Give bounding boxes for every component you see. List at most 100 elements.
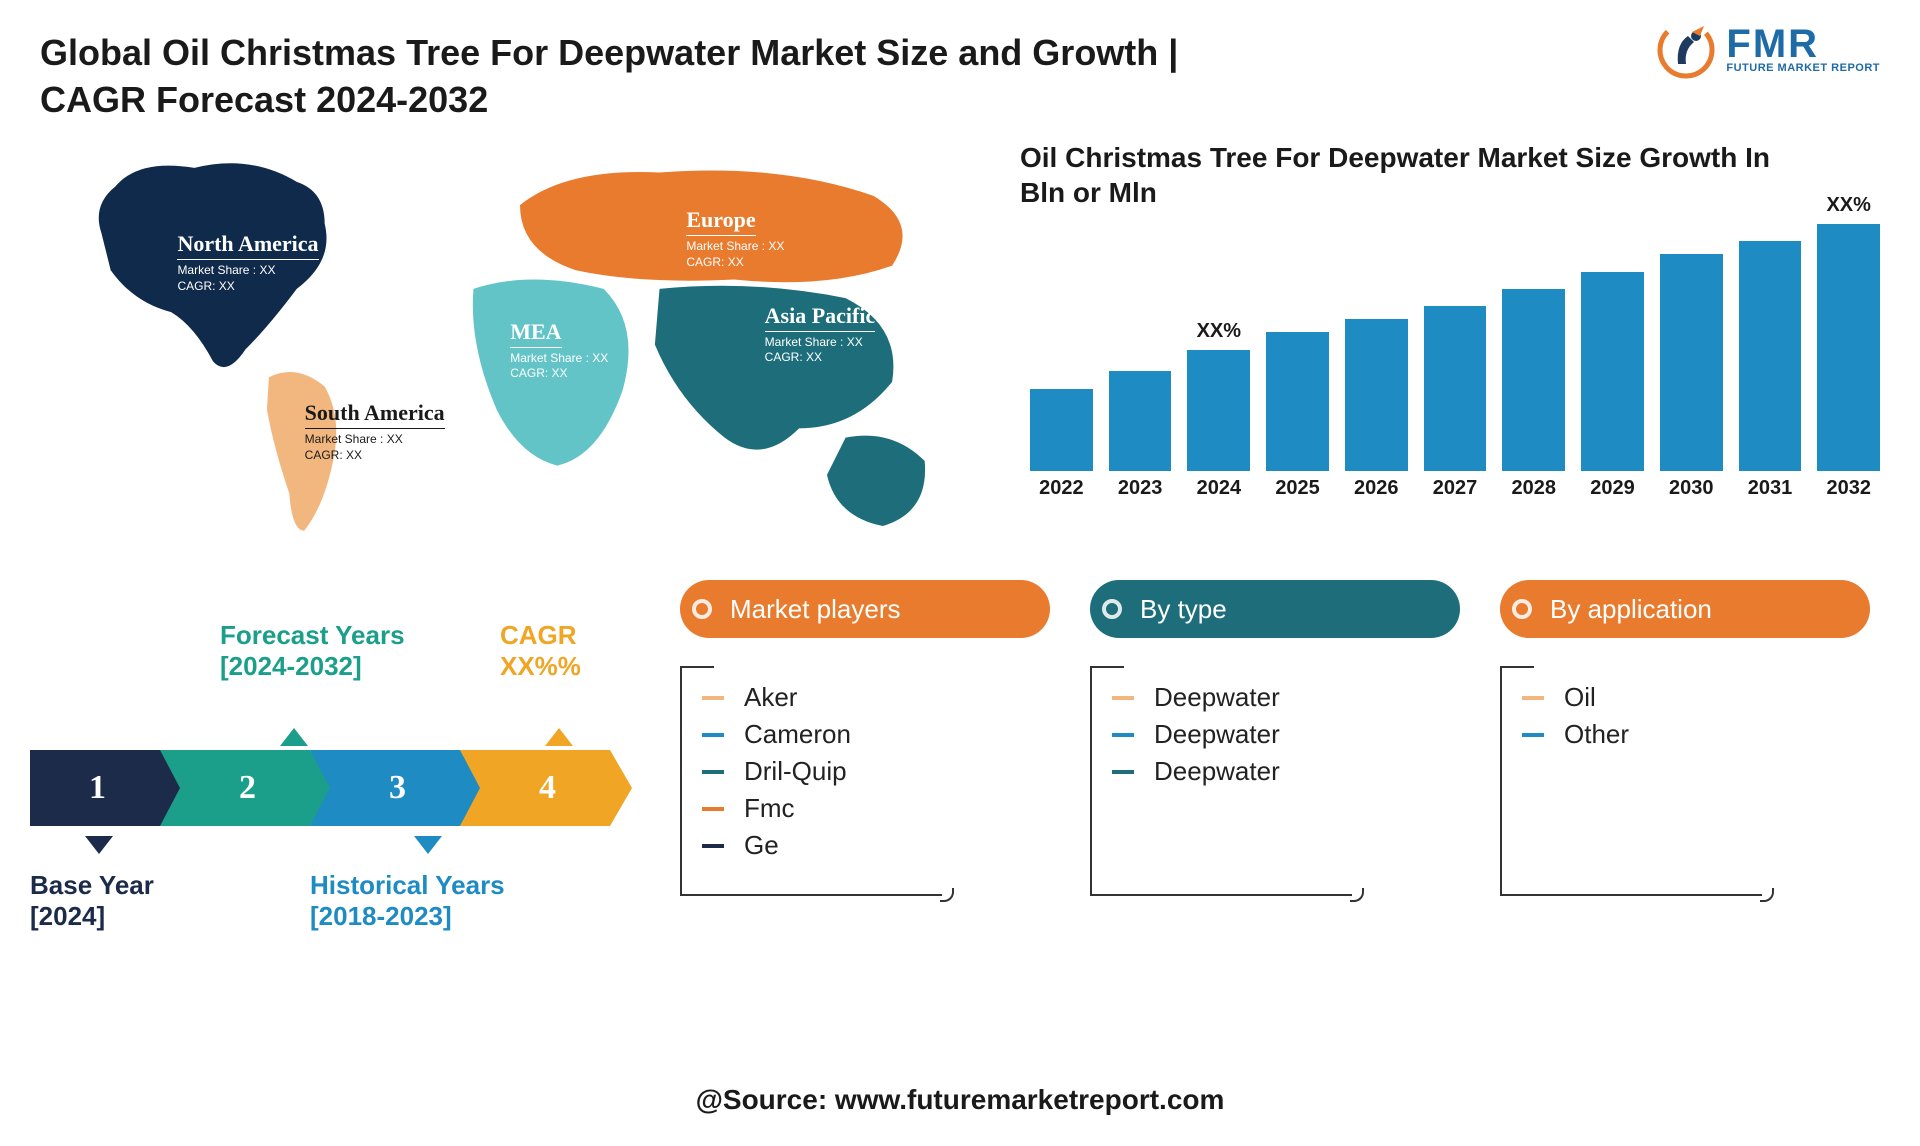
pill-dot-icon [692, 599, 712, 619]
category-2: By application Oil Other [1500, 580, 1870, 896]
bar-rect [1817, 224, 1880, 471]
bar-rect [1581, 272, 1644, 471]
logo-text-main: FMR [1726, 26, 1880, 62]
category-item: Oil [1522, 682, 1870, 713]
tick-icon [1112, 733, 1134, 737]
bar-2032: 2032XX% [1817, 224, 1880, 500]
bar-annotation: XX% [1826, 194, 1870, 217]
region-label-south_america: South AmericaMarket Share : XXCAGR: XX [305, 400, 445, 463]
timeline-triangle-base [85, 836, 113, 854]
tick-icon [702, 770, 724, 774]
bar-year-label: 2028 [1512, 477, 1557, 500]
tick-icon [1112, 770, 1134, 774]
category-list: Oil Other [1500, 666, 1870, 896]
market-size-barchart: Oil Christmas Tree For Deepwater Market … [1020, 140, 1880, 540]
timeline-triangle-forecast [280, 728, 308, 746]
bar-year-label: 2029 [1590, 477, 1635, 500]
category-item-label: Deepwater [1154, 756, 1280, 787]
category-item-label: Deepwater [1154, 719, 1280, 750]
category-title: Market players [730, 594, 901, 625]
bar-year-label: 2032 [1826, 477, 1871, 500]
category-item-label: Fmc [744, 793, 795, 824]
category-item-label: Ge [744, 830, 779, 861]
bar-rect [1109, 371, 1172, 471]
timeline-label-cagr: CAGRXX%% [500, 620, 581, 682]
region-label-europe: EuropeMarket Share : XXCAGR: XX [686, 207, 784, 270]
timeline-label-forecast: Forecast Years[2024-2032] [220, 620, 405, 682]
bar-rect [1424, 306, 1487, 471]
category-item: Ge [702, 830, 1050, 861]
bar-year-label: 2025 [1275, 477, 1320, 500]
bar-year-label: 2024 [1197, 477, 1242, 500]
bar-2022: 2022 [1030, 389, 1093, 500]
category-item: Aker [702, 682, 1050, 713]
bar-2030: 2030 [1660, 254, 1723, 500]
pill-dot-icon [1102, 599, 1122, 619]
category-item: Dril-Quip [702, 756, 1050, 787]
region-label-mea: MEAMarket Share : XXCAGR: XX [510, 319, 608, 382]
bar-2031: 2031 [1739, 241, 1802, 500]
bar-rect [1030, 389, 1093, 471]
category-title: By type [1140, 594, 1227, 625]
timeline-triangle-historical [414, 836, 442, 854]
category-item-label: Cameron [744, 719, 851, 750]
bar-rect [1739, 241, 1802, 471]
category-0: Market players Aker Cameron Dril-Quip Fmc Ge [680, 580, 1050, 896]
bar-year-label: 2031 [1748, 477, 1793, 500]
category-item-label: Deepwater [1154, 682, 1280, 713]
category-pill: By application [1500, 580, 1870, 638]
category-item: Deepwater [1112, 719, 1460, 750]
page-title: Global Oil Christmas Tree For Deepwater … [40, 30, 1240, 124]
category-item: Deepwater [1112, 682, 1460, 713]
category-list: Deepwater Deepwater Deepwater [1090, 666, 1460, 896]
list-hook-icon [940, 888, 954, 902]
bar-rect [1502, 289, 1565, 471]
bar-2024: 2024XX% [1187, 350, 1250, 500]
category-columns: Market players Aker Cameron Dril-Quip Fmc Ge B… [680, 580, 1870, 896]
bar-year-label: 2027 [1433, 477, 1478, 500]
timeline-label-base: Base Year[2024] [30, 870, 154, 932]
tick-icon [1112, 696, 1134, 700]
logo-text-sub: FUTURE MARKET REPORT [1726, 62, 1880, 74]
bar-rect [1345, 319, 1408, 471]
timeline-step-4: 4 [480, 750, 630, 826]
bar-2028: 2028 [1502, 289, 1565, 500]
barchart-title: Oil Christmas Tree For Deepwater Market … [1020, 140, 1880, 210]
fmr-logo: FMR FUTURE MARKET REPORT [1656, 20, 1880, 80]
bar-annotation: XX% [1197, 320, 1241, 343]
timeline-step-3: 3 [330, 750, 480, 826]
timeline-step-2: 2 [180, 750, 330, 826]
category-item-label: Dril-Quip [744, 756, 847, 787]
bar-2023: 2023 [1109, 371, 1172, 500]
timeline-label-historical: Historical Years[2018-2023] [310, 870, 505, 932]
list-hook-icon [1760, 888, 1774, 902]
bar-year-label: 2023 [1118, 477, 1163, 500]
tick-icon [1522, 696, 1544, 700]
category-item-label: Oil [1564, 682, 1596, 713]
tick-icon [702, 844, 724, 848]
tick-icon [702, 733, 724, 737]
region-label-asia_pacific: Asia PacificMarket Share : XXCAGR: XX [765, 303, 876, 366]
category-pill: Market players [680, 580, 1050, 638]
bar-year-label: 2030 [1669, 477, 1714, 500]
category-title: By application [1550, 594, 1712, 625]
region-asia_pacific [827, 436, 925, 526]
bar-2026: 2026 [1345, 319, 1408, 500]
tick-icon [1522, 733, 1544, 737]
bar-rect [1187, 350, 1250, 471]
category-item: Other [1522, 719, 1870, 750]
category-item: Deepwater [1112, 756, 1460, 787]
timeline-step-1: 1 [30, 750, 180, 826]
bar-year-label: 2026 [1354, 477, 1399, 500]
bar-2025: 2025 [1266, 332, 1329, 500]
list-hook-icon [1350, 888, 1364, 902]
bar-rect [1266, 332, 1329, 471]
category-list: Aker Cameron Dril-Quip Fmc Ge [680, 666, 1050, 896]
category-pill: By type [1090, 580, 1460, 638]
bar-2027: 2027 [1424, 306, 1487, 500]
region-label-north_america: North AmericaMarket Share : XXCAGR: XX [177, 231, 318, 294]
source-credit: @Source: www.futuremarketreport.com [696, 1084, 1225, 1116]
category-1: By type Deepwater Deepwater Deepwater [1090, 580, 1460, 896]
bar-rect [1660, 254, 1723, 471]
timeline-triangle-cagr [545, 728, 573, 746]
